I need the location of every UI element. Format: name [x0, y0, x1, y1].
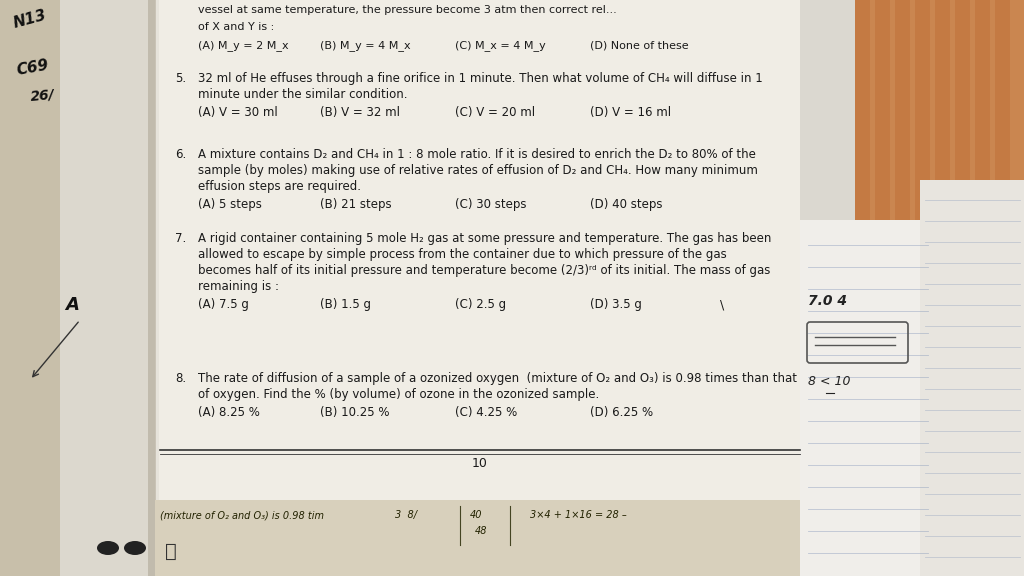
- Text: vessel at same temperature, the pressure become 3 atm then correct rel...: vessel at same temperature, the pressure…: [198, 5, 616, 15]
- Text: allowed to escape by simple process from the container due to which pressure of : allowed to escape by simple process from…: [198, 248, 727, 261]
- Text: 32 ml of He effuses through a fine orifice in 1 minute. Then what volume of CH₄ : 32 ml of He effuses through a fine orifi…: [198, 72, 763, 85]
- Bar: [920, 180, 1024, 576]
- Text: 📎: 📎: [165, 542, 177, 561]
- Ellipse shape: [97, 541, 119, 555]
- Text: 8.: 8.: [175, 372, 186, 385]
- Text: remaining is :: remaining is :: [198, 280, 279, 293]
- Text: 7.: 7.: [175, 232, 186, 245]
- Text: (B) 21 steps: (B) 21 steps: [319, 198, 391, 211]
- Bar: [995, 0, 1010, 230]
- Text: minute under the similar condition.: minute under the similar condition.: [198, 88, 408, 101]
- Text: \: \: [720, 298, 724, 311]
- Text: 8 < 10: 8 < 10: [808, 375, 851, 388]
- Text: (D) None of these: (D) None of these: [590, 40, 688, 50]
- Text: (C) V = 20 ml: (C) V = 20 ml: [455, 106, 536, 119]
- Bar: [156, 0, 159, 576]
- Bar: [855, 0, 1024, 230]
- Text: N13: N13: [12, 7, 49, 31]
- Text: (D) 3.5 g: (D) 3.5 g: [590, 298, 642, 311]
- Text: 3  8/: 3 8/: [395, 510, 417, 520]
- Text: (B) 1.5 g: (B) 1.5 g: [319, 298, 371, 311]
- Text: (A) M_y = 2 M_x: (A) M_y = 2 M_x: [198, 40, 289, 51]
- Text: 10: 10: [472, 457, 488, 470]
- Text: (B) M_y = 4 M_x: (B) M_y = 4 M_x: [319, 40, 411, 51]
- Bar: [60, 0, 155, 576]
- Text: 7.0 4: 7.0 4: [808, 294, 847, 308]
- Text: 5.: 5.: [175, 72, 186, 85]
- Text: (D) V = 16 ml: (D) V = 16 ml: [590, 106, 671, 119]
- Text: (B) 10.25 %: (B) 10.25 %: [319, 406, 389, 419]
- Ellipse shape: [124, 541, 146, 555]
- Text: (A) 5 steps: (A) 5 steps: [198, 198, 262, 211]
- Bar: [915, 0, 930, 230]
- Text: (C) 2.5 g: (C) 2.5 g: [455, 298, 506, 311]
- Bar: [855, 0, 870, 230]
- Text: (A) 7.5 g: (A) 7.5 g: [198, 298, 249, 311]
- Bar: [935, 0, 950, 230]
- Bar: [895, 0, 910, 230]
- Text: (D) 40 steps: (D) 40 steps: [590, 198, 663, 211]
- Text: (D) 6.25 %: (D) 6.25 %: [590, 406, 653, 419]
- Bar: [148, 0, 156, 576]
- Text: 40: 40: [470, 510, 482, 520]
- Text: C69: C69: [15, 58, 49, 78]
- Bar: [155, 500, 800, 576]
- Text: 26/: 26/: [30, 87, 55, 103]
- Text: The rate of diffusion of a sample of a ozonized oxygen  (mixture of O₂ and O₃) i: The rate of diffusion of a sample of a o…: [198, 372, 797, 385]
- Text: (A) V = 30 ml: (A) V = 30 ml: [198, 106, 278, 119]
- Text: A rigid container containing 5 mole H₂ gas at some pressure and temperature. The: A rigid container containing 5 mole H₂ g…: [198, 232, 771, 245]
- Bar: [800, 0, 1024, 576]
- Bar: [975, 0, 990, 230]
- Text: (mixture of O₂ and O₃) is 0.98 tim: (mixture of O₂ and O₃) is 0.98 tim: [160, 510, 324, 520]
- Text: (C) 30 steps: (C) 30 steps: [455, 198, 526, 211]
- Text: A mixture contains D₂ and CH₄ in 1 : 8 mole ratio. If it is desired to enrich th: A mixture contains D₂ and CH₄ in 1 : 8 m…: [198, 148, 756, 161]
- Text: sample (by moles) making use of relative rates of effusion of D₂ and CH₄. How ma: sample (by moles) making use of relative…: [198, 164, 758, 177]
- Text: (A) 8.25 %: (A) 8.25 %: [198, 406, 260, 419]
- Bar: [955, 0, 970, 230]
- Bar: [874, 0, 890, 230]
- Text: (C) M_x = 4 M_y: (C) M_x = 4 M_y: [455, 40, 546, 51]
- Text: of X and Y is :: of X and Y is :: [198, 22, 274, 32]
- Text: A: A: [65, 296, 79, 314]
- Text: of oxygen. Find the % (by volume) of ozone in the ozonized sample.: of oxygen. Find the % (by volume) of ozo…: [198, 388, 599, 401]
- Bar: [800, 220, 930, 576]
- Bar: [0, 0, 60, 576]
- Text: 6.: 6.: [175, 148, 186, 161]
- Text: 3×4 + 1×16 = 28 –: 3×4 + 1×16 = 28 –: [530, 510, 627, 520]
- Bar: [155, 0, 800, 576]
- Text: 48: 48: [475, 526, 487, 536]
- Text: (B) V = 32 ml: (B) V = 32 ml: [319, 106, 400, 119]
- Text: (C) 4.25 %: (C) 4.25 %: [455, 406, 517, 419]
- Text: becomes half of its initial pressure and temperature become (2/3)ʳᵈ of its initi: becomes half of its initial pressure and…: [198, 264, 770, 277]
- Text: effusion steps are required.: effusion steps are required.: [198, 180, 361, 193]
